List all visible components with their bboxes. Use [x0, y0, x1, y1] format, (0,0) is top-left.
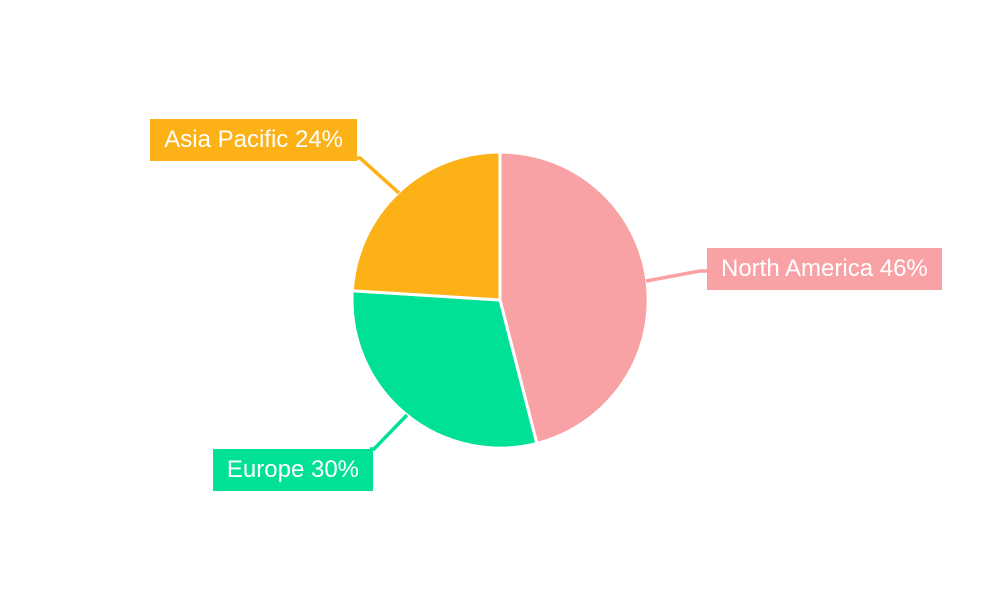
pie-label-europe: Europe 30% — [212, 449, 373, 491]
leader-line-europe — [370, 413, 409, 451]
leader-line-north-america — [645, 269, 707, 283]
pie-slice-asia-pacific[interactable] — [350, 150, 502, 302]
pie-label-north-america: North America 46% — [707, 248, 942, 290]
pie-label-asia-pacific: Asia Pacific 24% — [150, 119, 357, 161]
leader-line-asia-pacific — [355, 156, 401, 195]
